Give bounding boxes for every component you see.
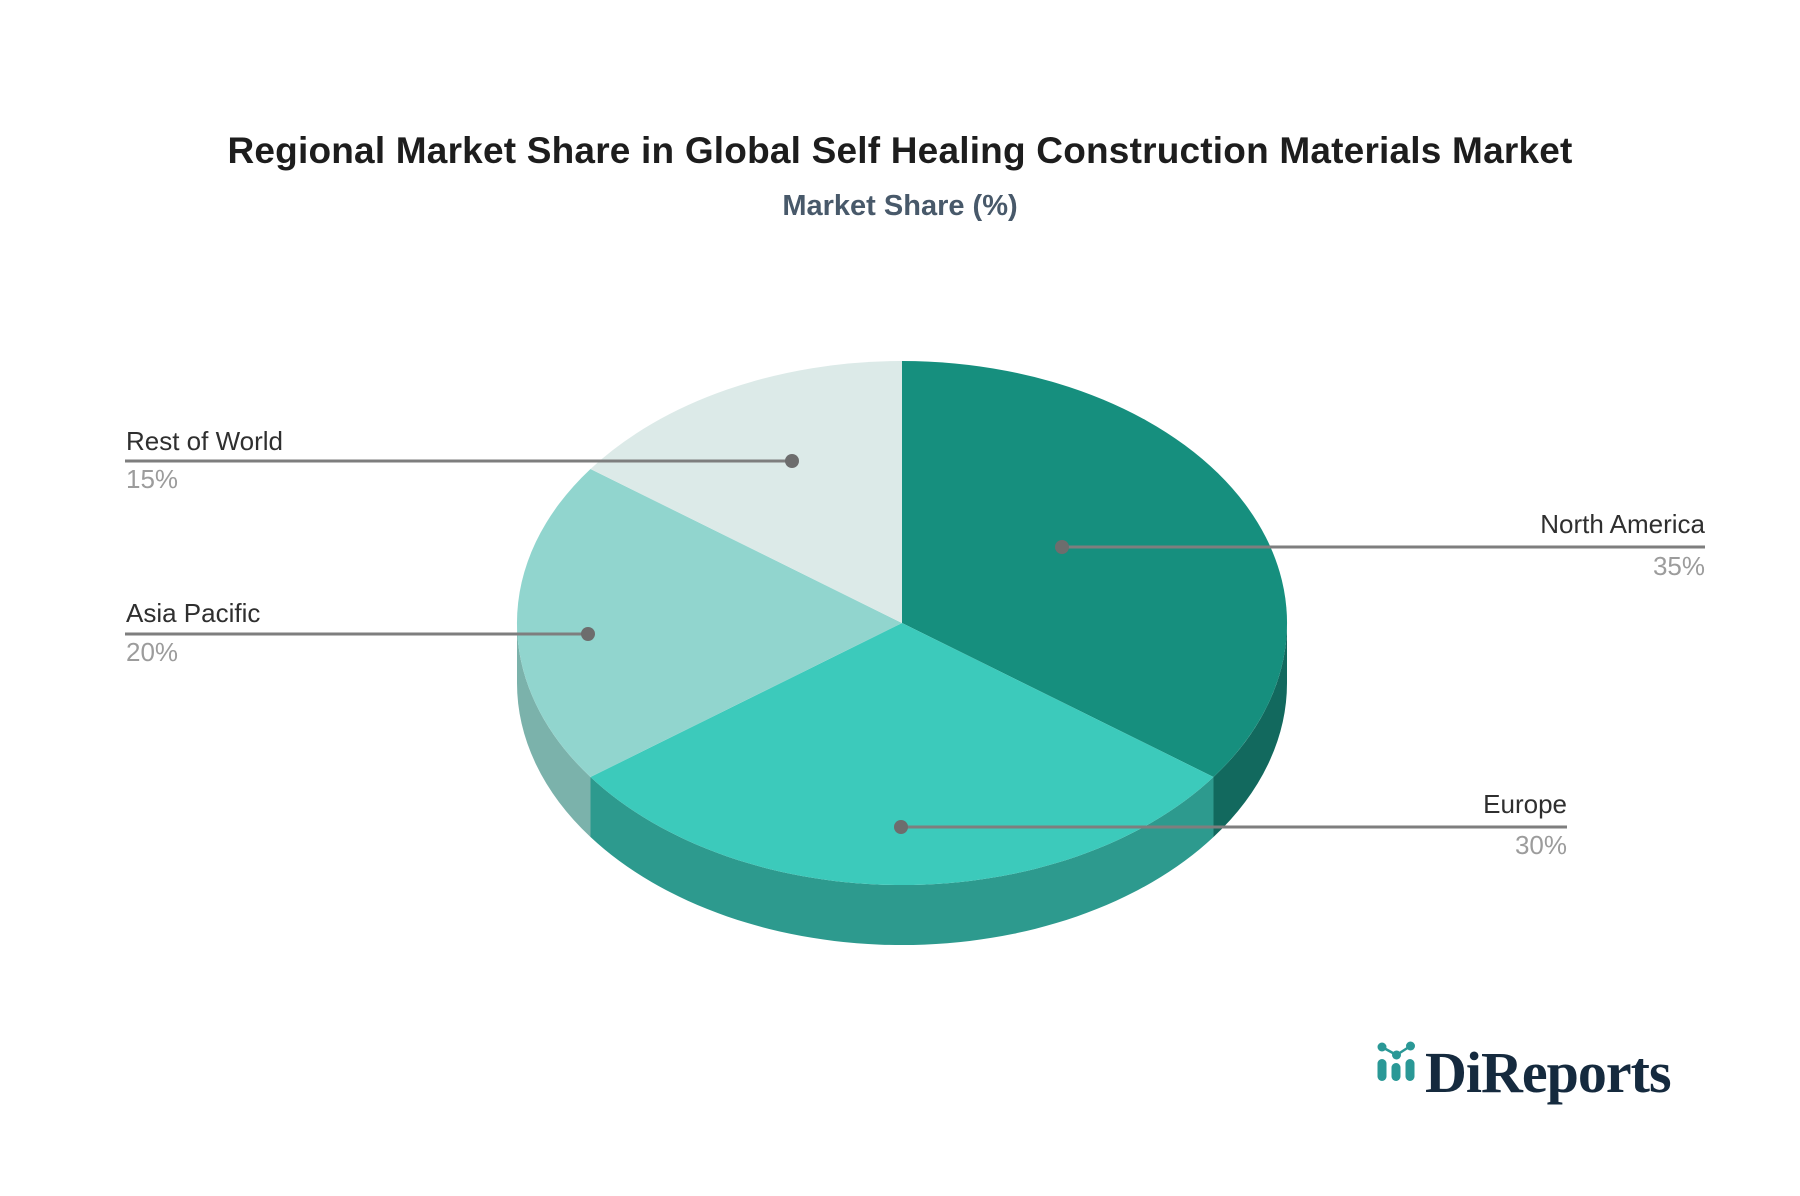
pie-slice-europe[interactable] <box>590 623 1214 886</box>
pct-europe: 30% <box>1514 830 1567 860</box>
label-asia-pacific: Asia Pacific <box>126 598 261 628</box>
pct-rest-of-world: 15% <box>126 464 179 494</box>
leader-lines <box>125 454 1705 834</box>
chart-subtitle: Market Share (%) <box>782 190 1018 222</box>
pie-side-north-america <box>1213 623 1287 837</box>
leader-dot-rest-of-world <box>785 454 799 468</box>
pie-side-asia-pacific <box>517 623 591 837</box>
logo: DiReports <box>1376 1040 1672 1105</box>
bar-chart-trend-icon <box>1377 1041 1415 1081</box>
pie-slice-rest-of-world[interactable] <box>590 361 903 623</box>
pie-slices <box>516 361 1288 946</box>
leader-dot-north-america <box>1055 540 1069 554</box>
pie-side-europe <box>590 777 1214 946</box>
leader-dot-europe <box>894 820 908 834</box>
label-north-america: North America <box>1540 509 1705 539</box>
chart-title: Regional Market Share in Global Self Hea… <box>227 130 1573 171</box>
pie-slice-north-america[interactable] <box>902 361 1288 777</box>
leader-dot-asia-pacific <box>581 627 595 641</box>
pct-asia-pacific: 20% <box>126 637 179 667</box>
label-europe: Europe <box>1483 789 1567 819</box>
pie-slice-asia-pacific[interactable] <box>516 469 902 777</box>
pct-north-america: 35% <box>1652 551 1705 581</box>
logo-text: DiReports <box>1425 1040 1672 1105</box>
label-rest-of-world: Rest of World <box>126 426 284 456</box>
